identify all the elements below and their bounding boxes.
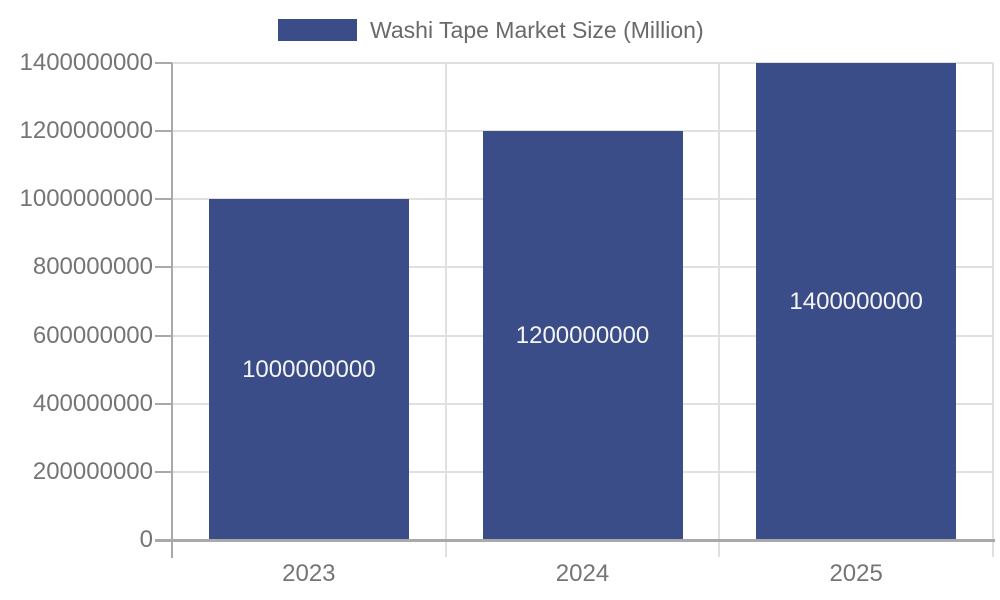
- y-tick-label: 600000000: [32, 321, 153, 349]
- gridline-horizontal: [172, 62, 993, 64]
- x-tick-mark: [444, 540, 447, 557]
- gridline-vertical: [992, 63, 994, 540]
- bar-value-label: 1200000000: [515, 321, 650, 349]
- legend-label: Washi Tape Market Size (Million): [370, 17, 704, 43]
- y-tick-label: 0: [139, 526, 153, 553]
- bar-value-label: 1400000000: [789, 287, 923, 315]
- y-tick-mark: [155, 334, 172, 337]
- y-tick-mark: [155, 62, 172, 64]
- y-axis-line: [171, 63, 173, 558]
- x-tick-label: 2025: [829, 560, 883, 587]
- bar-2025: [756, 63, 957, 540]
- bar-2024: [482, 131, 683, 540]
- y-tick-label: 1000000000: [19, 185, 153, 213]
- y-tick-label: 1200000000: [19, 117, 153, 145]
- x-axis-line: [155, 539, 995, 542]
- y-tick-label: 1400000000: [19, 49, 153, 76]
- x-tick-mark: [992, 540, 994, 557]
- y-tick-mark: [155, 266, 172, 269]
- y-tick-mark: [155, 198, 172, 201]
- gridline-vertical: [444, 63, 447, 540]
- gridline-vertical: [718, 63, 721, 540]
- x-tick-label: 2024: [555, 560, 610, 587]
- y-tick-label: 200000000: [32, 457, 153, 485]
- y-tick-mark: [155, 470, 172, 473]
- bar-2023: [208, 199, 409, 540]
- x-tick-label: 2023: [282, 560, 336, 587]
- y-tick-label: 800000000: [32, 253, 153, 281]
- y-tick-mark: [155, 130, 172, 133]
- y-tick-label: 400000000: [32, 389, 153, 417]
- bar-value-label: 1000000000: [242, 355, 376, 383]
- y-tick-mark: [155, 402, 172, 405]
- legend-swatch: [278, 19, 357, 41]
- x-tick-mark: [718, 540, 721, 557]
- legend: Washi Tape Market Size (Million): [278, 16, 704, 44]
